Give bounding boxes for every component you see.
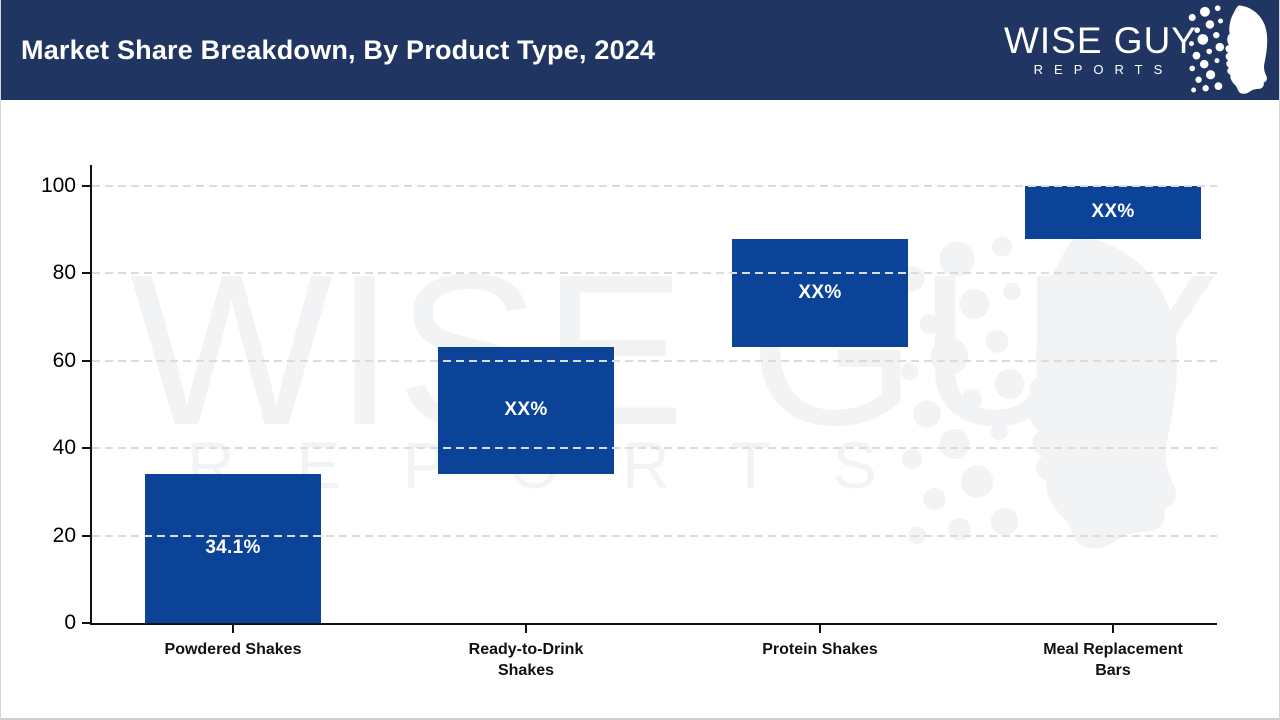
category-label: Ready-to-Drink Shakes [468,641,584,679]
y-tick-label: 40 [52,436,76,459]
x-tick [525,625,527,633]
gridline-80 [92,272,1217,274]
bar-value-label: 34.1% [205,537,261,559]
y-tick [82,184,90,187]
category-label: Powdered Shakes [164,641,302,658]
header-bar: Market Share Breakdown, By Product Type,… [1,0,1279,100]
bar-powdered-shakes: 34.1% [145,473,321,623]
x-tick [232,625,234,633]
x-tick [1112,625,1114,633]
y-tick [82,622,90,624]
gridline-60 [92,359,1217,362]
bar-meal-replacement-bars: XX% [1025,185,1201,239]
brand-logo: WISE GUY REPORTS [1004,4,1275,96]
watermark-face-icon [899,236,1178,549]
bar-protein-shakes: XX% [732,238,908,347]
bar-value-label: XX% [504,399,548,421]
logo-subtitle: REPORTS [1033,62,1174,77]
category-label: Protein Shakes [762,641,878,658]
bar-value-label: XX% [1091,201,1135,223]
y-tick-label: 0 [64,611,76,634]
bar-ready-to-drink-shakes: XX% [438,346,614,474]
logo-wordmark: WISE GUY REPORTS [1004,21,1197,79]
y-tick [82,534,90,537]
logo-face-icon [1188,5,1268,94]
y-tick [82,272,90,274]
y-tick-label: 20 [52,523,76,547]
category-label: Meal Replacement Bars [1043,641,1183,679]
bar-value-label: XX% [798,281,842,303]
y-tick-label: 80 [52,261,76,284]
y-tick-label: 100 [40,173,76,197]
y-tick-label: 60 [52,348,76,372]
logo-name: WISE GUY [1003,20,1197,61]
x-tick [819,625,821,633]
y-tick [82,359,90,362]
chart-title: Market Share Breakdown, By Product Type,… [21,34,656,65]
watermark-text-line1: WISE GUY [130,229,1217,470]
plot-area: WISE GUY REPORTS 02040608010034.1%Powder… [41,165,1217,679]
gridline-40 [92,447,1217,449]
y-tick [82,447,90,449]
